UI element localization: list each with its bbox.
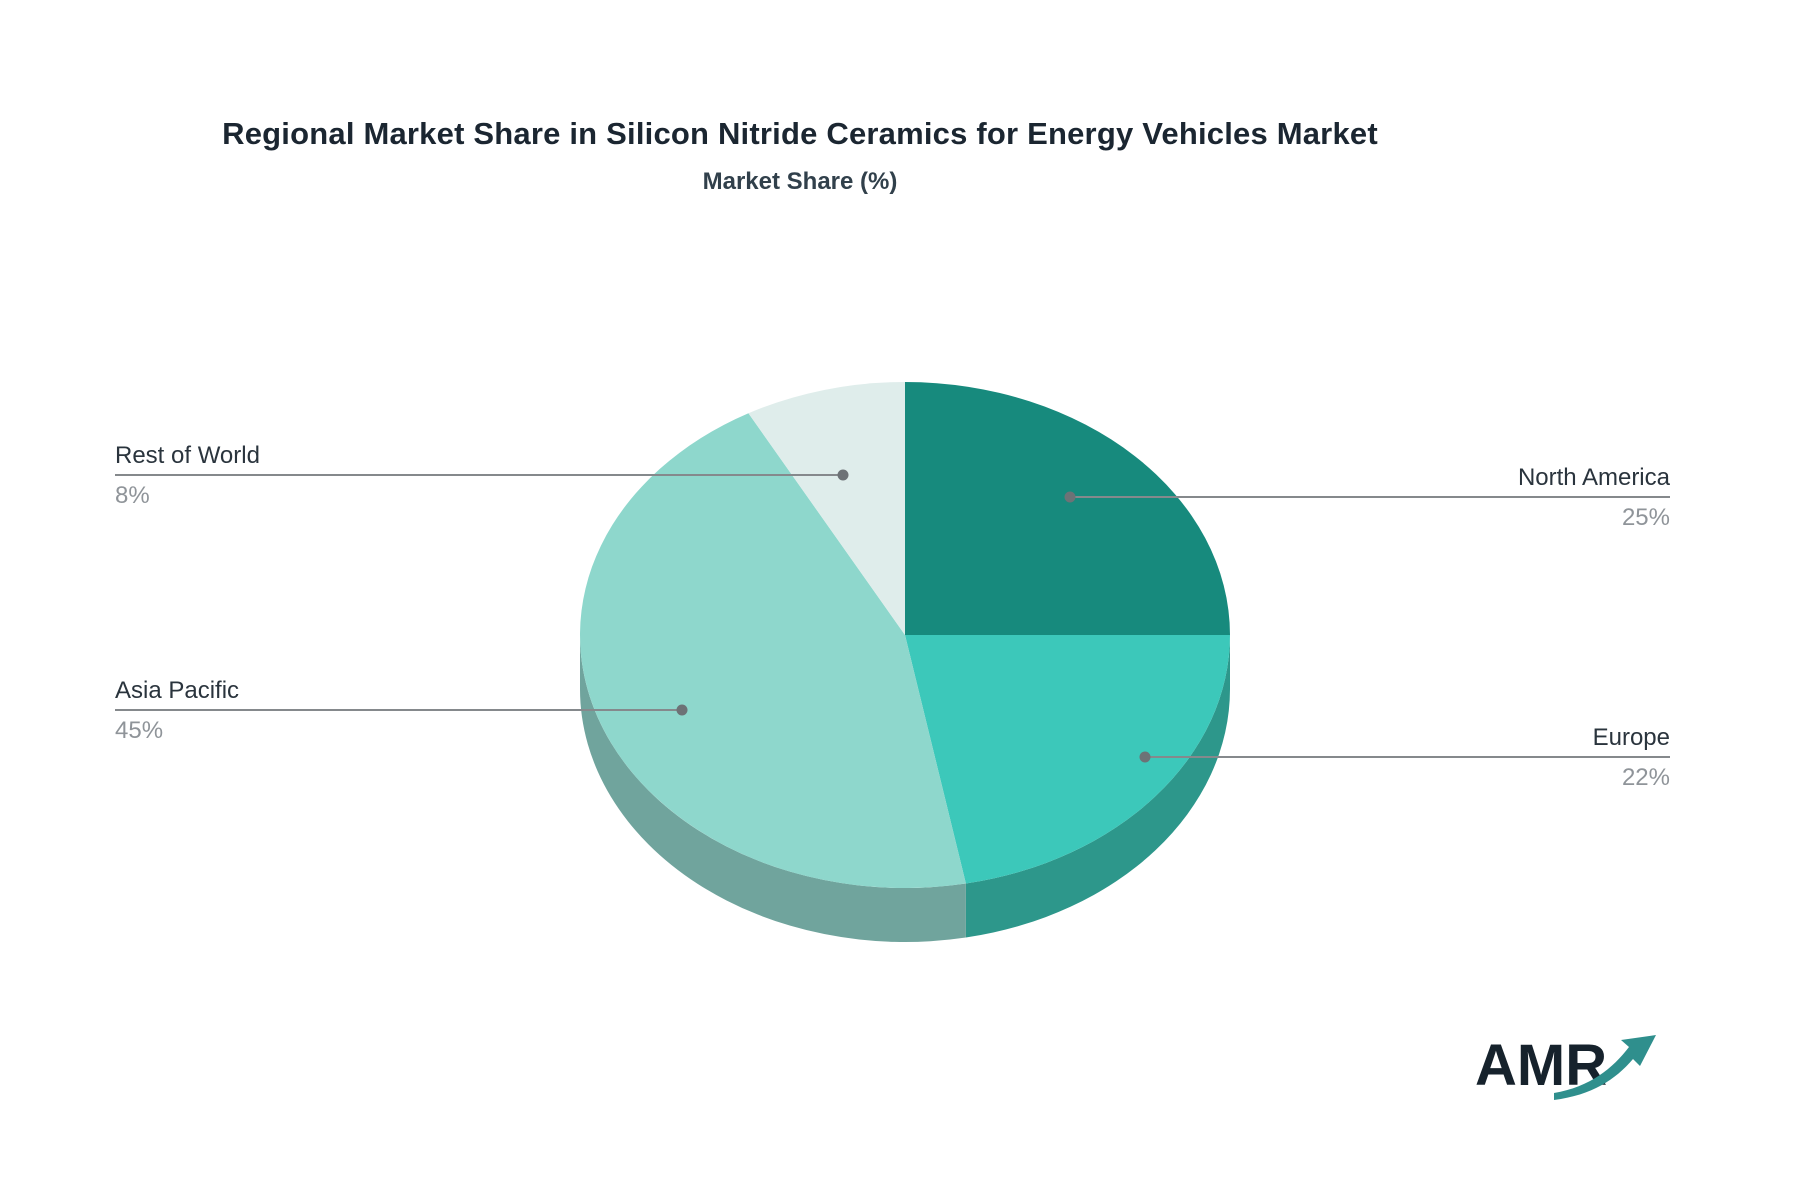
leader-dot-europe <box>1139 751 1151 763</box>
slice-label-rest-of-world: Rest of World <box>115 442 260 469</box>
pie-slice-europe[interactable] <box>905 635 1230 884</box>
pie-slice-side-asia-pacific <box>580 635 966 942</box>
slice-value-north-america: 25% <box>1621 504 1670 531</box>
leader-dot-rest-of-world <box>837 469 849 481</box>
leader-dot-north-america <box>1064 491 1076 503</box>
leader-dot-asia-pacific <box>676 704 688 716</box>
slice-label-north-america: North America <box>1517 464 1670 491</box>
slice-value-asia-pacific: 45% <box>115 717 164 744</box>
pie-slice-asia-pacific[interactable] <box>579 413 966 889</box>
pie-slice-rest-of-world[interactable] <box>748 382 905 635</box>
slice-value-rest-of-world: 8% <box>115 482 150 509</box>
slice-value-europe: 22% <box>1621 764 1670 791</box>
logo-arrow-icon <box>1554 1035 1656 1100</box>
slice-label-asia-pacific: Asia Pacific <box>115 677 240 704</box>
slice-label-europe: Europe <box>1592 724 1670 751</box>
chart-title: Regional Market Share in Silicon Nitride… <box>222 116 1378 151</box>
chart-subtitle: Market Share (%) <box>702 168 898 195</box>
pie-slice-north-america[interactable] <box>905 382 1230 635</box>
pie-slice-side-europe <box>965 635 1230 938</box>
